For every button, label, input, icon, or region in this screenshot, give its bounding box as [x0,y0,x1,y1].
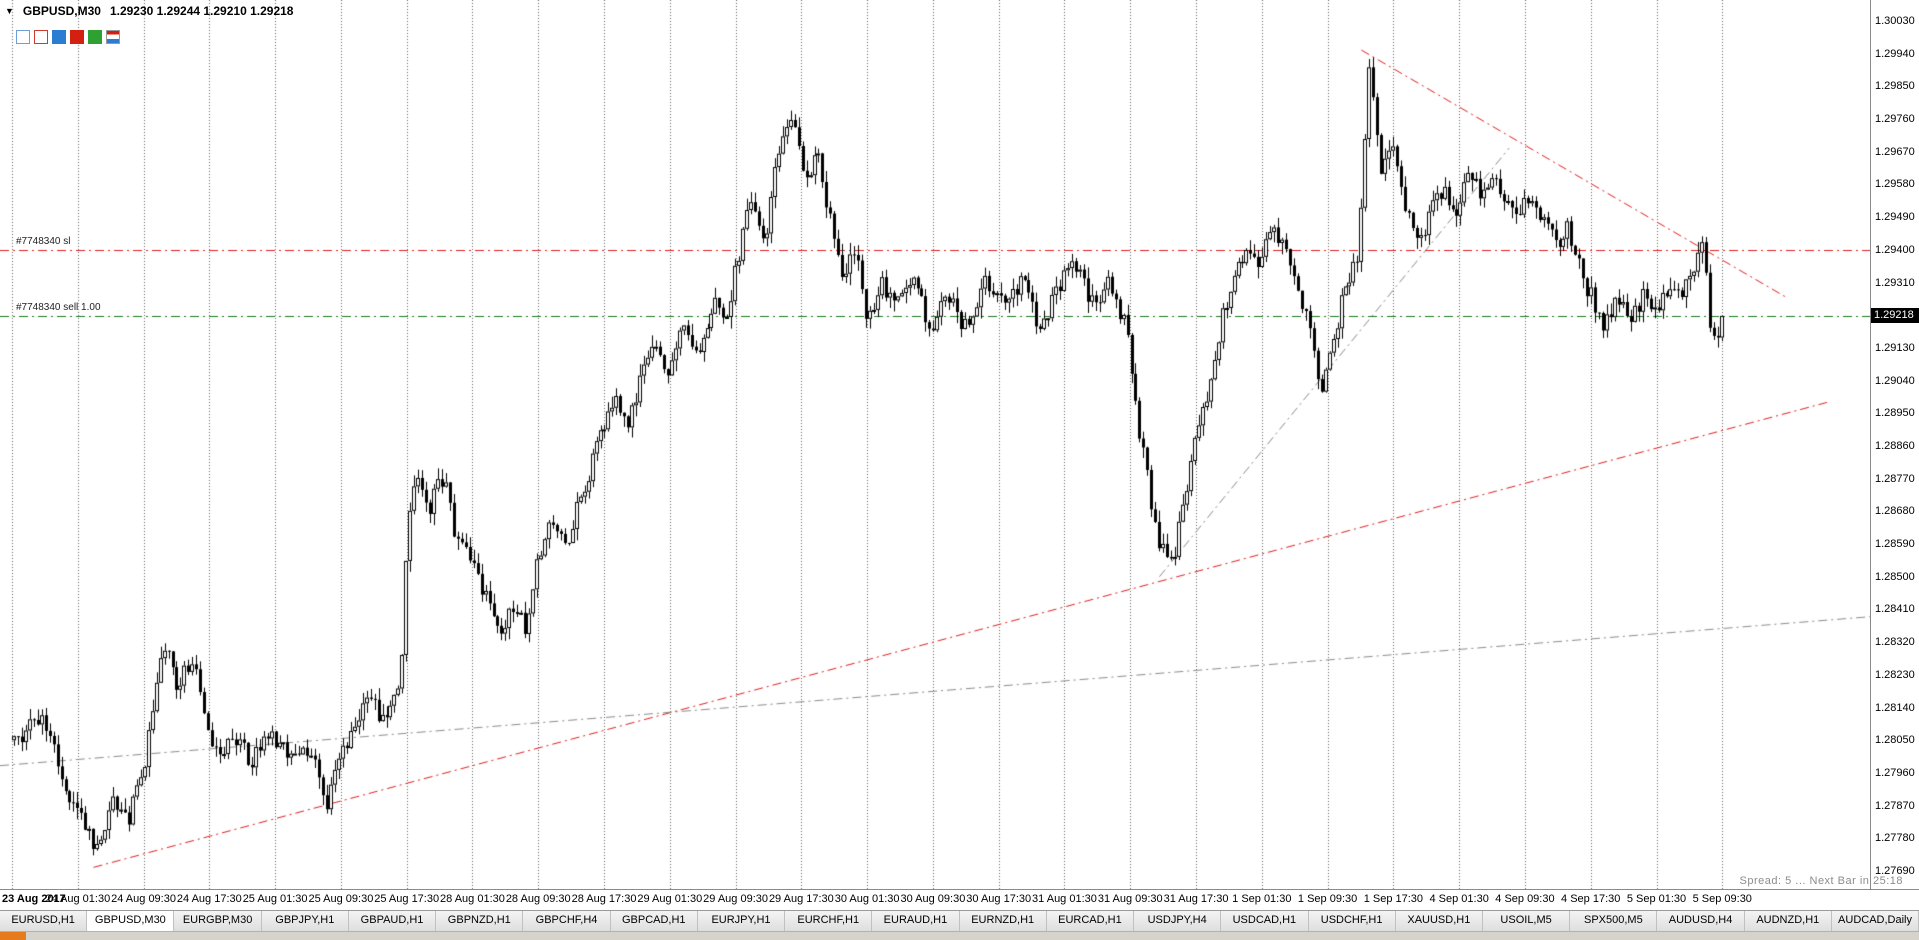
price-axis-label: 1.29670 [1875,145,1915,158]
object-marker-toolbar [16,30,120,44]
time-axis-label: 25 Aug 17:30 [374,893,440,905]
time-axis-label: 29 Aug 09:30 [703,893,768,905]
corner-accent [0,932,26,940]
chart-tab-EURNZD-H1[interactable]: EURNZD,H1 [959,911,1047,931]
chart-tab-GBPUSD-M30[interactable]: GBPUSD,M30 [87,911,175,931]
price-axis-label: 1.29580 [1875,178,1915,191]
time-axis-label: 23 Aug 2017 [2,893,66,905]
chart-tab-SPX500-M5[interactable]: SPX500,M5 [1570,911,1658,931]
price-axis-label: 1.28050 [1875,734,1915,747]
time-axis-label: 1 Sep 17:30 [1363,893,1424,905]
chart-tab-bar: EURUSD,H1 GBPUSD,M30 EURGBP,M30 GBPJPY,H1 GB… [0,910,1919,931]
time-axis-label: 30 Aug 17:30 [966,893,1032,905]
price-axis-label: 1.29490 [1875,211,1915,224]
symbol-label: GBPUSD,M30 [22,4,101,18]
time-axis-separator [0,889,1919,890]
chart-tab-GBPJPY-H1[interactable]: GBPJPY,H1 [261,911,349,931]
spread-nextbar-status: Spread: 5 ... Next Bar in 25:18 [1739,875,1903,887]
time-axis-label: 31 Aug 01:30 [1032,893,1097,905]
red-outline-swatch[interactable] [34,30,48,44]
price-axis-label: 1.29850 [1875,80,1915,93]
time-axis-label: 25 Aug 01:30 [242,893,308,905]
blue-swatch[interactable] [52,30,66,44]
price-axis-label: 1.28230 [1875,668,1915,681]
price-axis-label: 1.27870 [1875,799,1915,812]
time-axis-label: 28 Aug 17:30 [571,893,637,905]
chart-tab-AUDCAD-Daily[interactable]: AUDCAD,Daily [1831,911,1919,931]
time-axis-label: 24 Aug 01:30 [45,893,111,905]
chart-tab-USDJPY-H4[interactable]: USDJPY,H4 [1134,911,1222,931]
price-axis-label: 1.28770 [1875,472,1915,485]
chart-tab-GBPCAD-H1[interactable]: GBPCAD,H1 [610,911,698,931]
price-axis-label: 1.29040 [1875,374,1915,387]
time-axis-label: 29 Aug 01:30 [637,893,703,905]
price-axis-label: 1.28320 [1875,636,1915,649]
current-price-badge: 1.29218 [1871,307,1919,323]
symbol-dropdown-icon[interactable]: ▼ [5,6,14,16]
striped-swatch[interactable] [106,30,120,44]
time-axis-label: 31 Aug 09:30 [1097,893,1163,905]
time-axis-label: 30 Aug 01:30 [834,893,900,905]
price-axis-label: 1.27780 [1875,832,1915,845]
time-axis-label: 28 Aug 01:30 [440,893,505,905]
candlestick-chart[interactable] [0,0,1870,889]
price-axis-label: 1.29130 [1875,341,1915,354]
chart-tab-AUDNZD-H1[interactable]: AUDNZD,H1 [1744,911,1832,931]
time-axis-label: 4 Sep 17:30 [1561,893,1621,905]
time-axis-label: 25 Aug 09:30 [308,893,374,905]
chart-tab-EURJPY-H1[interactable]: EURJPY,H1 [697,911,786,931]
ohlc-values: 1.29230 1.29244 1.29210 1.29218 [109,4,294,18]
price-axis-label: 1.28680 [1875,505,1915,518]
time-axis-label: 24 Aug 09:30 [111,893,176,905]
chart-tab-GBPNZD-H1[interactable]: GBPNZD,H1 [436,911,524,931]
chart-tab-GBPAUD-H1[interactable]: GBPAUD,H1 [348,911,437,931]
chart-tab-EURGBP-M30[interactable]: EURGBP,M30 [174,911,262,931]
price-axis-label: 1.30030 [1875,15,1915,27]
price-axis-label: 1.29940 [1875,47,1915,60]
price-axis-label: 1.28950 [1875,407,1915,420]
order-line-label[interactable]: #7748340 sell 1.00 [16,301,101,313]
chart-tab-USDCAD-H1[interactable]: USDCAD,H1 [1221,911,1309,931]
chart-tab-XAUUSD-H1[interactable]: XAUUSD,H1 [1395,911,1483,931]
white-outline-swatch[interactable] [16,30,30,44]
time-axis-label: 24 Aug 17:30 [176,893,242,905]
time-axis-label: 1 Sep 01:30 [1232,893,1292,905]
chart-tab-USDCHF-H1[interactable]: USDCHF,H1 [1308,911,1396,931]
price-axis-label: 1.29310 [1875,276,1915,289]
chart-tab-EURCAD-H1[interactable]: EURCAD,H1 [1046,911,1135,931]
time-axis-label: 4 Sep 01:30 [1429,893,1489,905]
price-axis[interactable]: 1.29218 1.30030 1.29940 1.29850 1.29760 1.29… [1871,0,1919,889]
green-swatch[interactable] [88,30,102,44]
time-axis-label: 5 Sep 01:30 [1626,893,1687,905]
time-axis-label: 4 Sep 09:30 [1495,893,1555,905]
price-axis-label: 1.27960 [1875,766,1915,779]
price-axis-label: 1.28590 [1875,538,1915,551]
time-axis-label: 5 Sep 09:30 [1692,893,1752,905]
chart-tab-EURAUD-H1[interactable]: EURAUD,H1 [872,911,960,931]
chart-tab-USOIL-M5[interactable]: USOIL,M5 [1482,911,1571,931]
time-axis-label: 28 Aug 09:30 [505,893,571,905]
window-bottom-strip [0,931,1919,940]
chart-area[interactable]: ▼ GBPUSD,M30 1.29230 1.29244 1.29210 1.2… [0,0,1870,889]
time-axis-label: 29 Aug 17:30 [768,893,834,905]
red-swatch[interactable] [70,30,84,44]
time-axis[interactable]: 23 Aug 2017 24 Aug 01:30 24 Aug 09:30 24 Au… [0,890,1919,910]
price-axis-separator [1870,0,1871,890]
price-axis-label: 1.28860 [1875,440,1915,452]
price-axis-label: 1.29400 [1875,243,1915,256]
price-axis-label: 1.28140 [1875,701,1915,714]
symbol-ohlc-readout: ▼ GBPUSD,M30 1.29230 1.29244 1.29210 1.2… [5,4,293,18]
price-axis-label: 1.29760 [1875,113,1915,126]
chart-tab-AUDUSD-H4[interactable]: AUDUSD,H4 [1657,911,1745,931]
chart-tab-EURUSD-H1[interactable]: EURUSD,H1 [0,911,88,931]
chart-tab-EURCHF-H1[interactable]: EURCHF,H1 [785,911,873,931]
price-axis-label: 1.28500 [1875,570,1915,583]
chart-tab-GBPCHF-H4[interactable]: GBPCHF,H4 [523,911,611,931]
order-line-label[interactable]: #7748340 sl [16,235,71,247]
price-axis-label: 1.27690 [1875,865,1915,877]
time-axis-label: 30 Aug 09:30 [900,893,966,905]
time-axis-label: 31 Aug 17:30 [1163,893,1229,905]
price-axis-label: 1.28410 [1875,603,1915,616]
time-axis-label: 1 Sep 09:30 [1297,893,1358,905]
